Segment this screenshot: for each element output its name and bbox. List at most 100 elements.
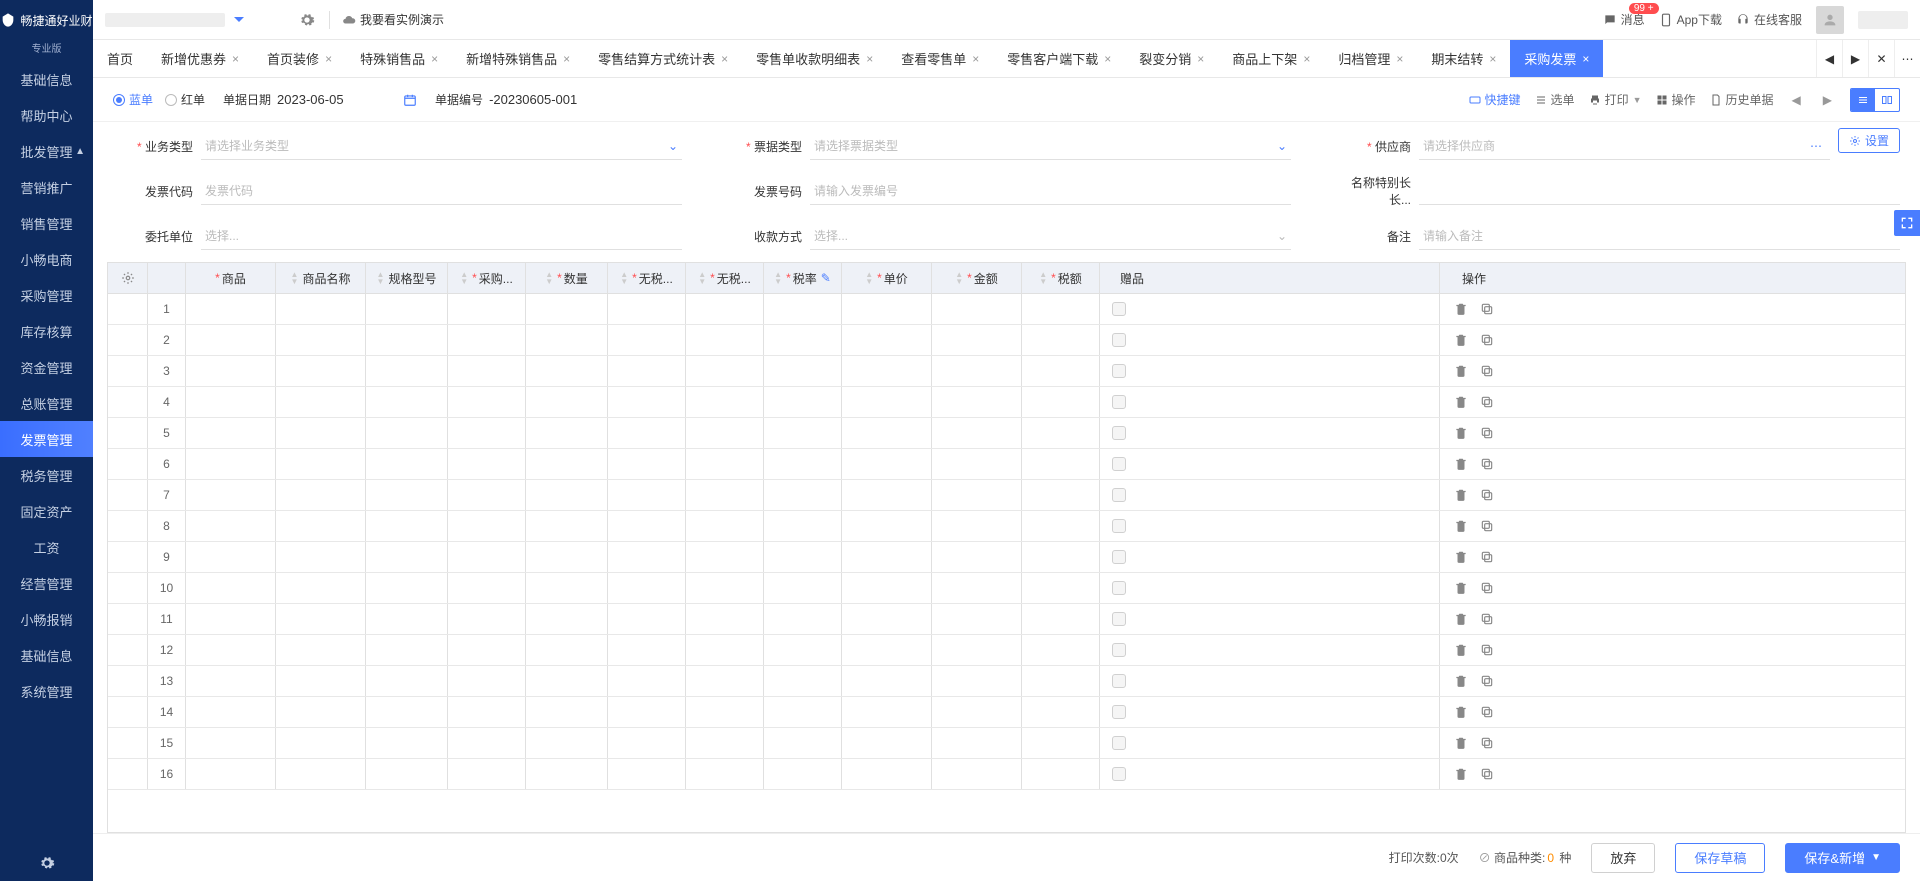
select-doc-button[interactable]: 选单: [1535, 91, 1575, 108]
gift-checkbox[interactable]: [1112, 426, 1126, 440]
doc-date-input[interactable]: [277, 92, 397, 107]
copy-row-icon[interactable]: [1480, 767, 1494, 781]
copy-row-icon[interactable]: [1480, 364, 1494, 378]
tab-close[interactable]: ×: [431, 52, 438, 66]
sidebar-settings[interactable]: [0, 845, 93, 881]
form-settings-button[interactable]: 设置: [1838, 128, 1900, 153]
inv-no-input[interactable]: [810, 177, 1291, 205]
sidebar-item[interactable]: 基础信息: [0, 61, 93, 97]
tab[interactable]: 特殊销售品×: [346, 40, 452, 77]
table-row[interactable]: 1: [108, 294, 1905, 325]
tab-close[interactable]: ×: [972, 52, 979, 66]
col-gift[interactable]: 赠品: [1100, 263, 1440, 293]
gift-checkbox[interactable]: [1112, 674, 1126, 688]
agent-select[interactable]: [201, 222, 682, 250]
gift-checkbox[interactable]: [1112, 643, 1126, 657]
ops-button[interactable]: 操作: [1656, 91, 1696, 108]
table-row[interactable]: 8: [108, 511, 1905, 542]
delete-row-icon[interactable]: [1454, 612, 1468, 626]
sidebar-item[interactable]: 营销推广: [0, 169, 93, 205]
tab[interactable]: 归档管理×: [1324, 40, 1417, 77]
gift-checkbox[interactable]: [1112, 581, 1126, 595]
copy-row-icon[interactable]: [1480, 581, 1494, 595]
print-button[interactable]: 打印 ▼: [1589, 91, 1642, 108]
col-price[interactable]: ▲▼*单价: [842, 263, 932, 293]
tab[interactable]: 首页装修×: [253, 40, 346, 77]
tab[interactable]: 新增特殊销售品×: [452, 40, 584, 77]
expand-panel-button[interactable]: [1894, 210, 1920, 236]
copy-row-icon[interactable]: [1480, 643, 1494, 657]
app-download-link[interactable]: App下载: [1659, 11, 1722, 28]
delete-row-icon[interactable]: [1454, 736, 1468, 750]
tab-close[interactable]: ×: [721, 52, 728, 66]
col-qty[interactable]: ▲▼*数量: [526, 263, 608, 293]
sidebar-item[interactable]: 采购管理: [0, 277, 93, 313]
delete-row-icon[interactable]: [1454, 488, 1468, 502]
col-config[interactable]: [108, 263, 148, 293]
tab-close[interactable]: ×: [325, 52, 332, 66]
delete-row-icon[interactable]: [1454, 302, 1468, 316]
sidebar-item[interactable]: 小畅报销: [0, 601, 93, 637]
table-row[interactable]: 5: [108, 418, 1905, 449]
remark-input[interactable]: [1419, 222, 1900, 250]
col-product[interactable]: *商品: [186, 263, 276, 293]
sidebar-item[interactable]: 发票管理: [0, 421, 93, 457]
delete-row-icon[interactable]: [1454, 364, 1468, 378]
biz-type-select[interactable]: ⌄: [201, 132, 682, 160]
table-row[interactable]: 11: [108, 604, 1905, 635]
sidebar-item[interactable]: 帮助中心: [0, 97, 93, 133]
gift-checkbox[interactable]: [1112, 550, 1126, 564]
copy-row-icon[interactable]: [1480, 550, 1494, 564]
radio-red[interactable]: 红单: [165, 91, 205, 108]
tab-close[interactable]: ×: [1489, 52, 1496, 66]
user-avatar[interactable]: [1816, 6, 1844, 34]
supplier-select[interactable]: ⋯: [1419, 132, 1830, 160]
customer-service-link[interactable]: 在线客服: [1736, 11, 1802, 28]
copy-row-icon[interactable]: [1480, 612, 1494, 626]
delete-row-icon[interactable]: [1454, 581, 1468, 595]
copy-row-icon[interactable]: [1480, 488, 1494, 502]
copy-row-icon[interactable]: [1480, 705, 1494, 719]
save-new-button[interactable]: 保存&新增▼: [1785, 843, 1900, 873]
delete-row-icon[interactable]: [1454, 767, 1468, 781]
radio-blue[interactable]: 蓝单: [113, 91, 153, 108]
copy-row-icon[interactable]: [1480, 333, 1494, 347]
copy-row-icon[interactable]: [1480, 674, 1494, 688]
save-draft-button[interactable]: 保存草稿: [1675, 843, 1765, 873]
tab[interactable]: 期末结转×: [1417, 40, 1510, 77]
delete-row-icon[interactable]: [1454, 395, 1468, 409]
copy-row-icon[interactable]: [1480, 395, 1494, 409]
shortcut-button[interactable]: 快捷键: [1469, 91, 1521, 108]
delete-row-icon[interactable]: [1454, 705, 1468, 719]
calendar-icon[interactable]: [403, 93, 417, 107]
sidebar-item[interactable]: 小畅电商: [0, 241, 93, 277]
table-row[interactable]: 15: [108, 728, 1905, 759]
tab[interactable]: 裂变分销×: [1125, 40, 1218, 77]
gift-checkbox[interactable]: [1112, 333, 1126, 347]
table-row[interactable]: 6: [108, 449, 1905, 480]
inv-type-select[interactable]: ⌄: [810, 132, 1291, 160]
table-row[interactable]: 3: [108, 356, 1905, 387]
col-amount[interactable]: ▲▼*金额: [932, 263, 1022, 293]
more-icon[interactable]: ⋯: [1806, 139, 1826, 153]
edit-icon[interactable]: ✎: [821, 271, 831, 285]
discard-button[interactable]: 放弃: [1591, 843, 1655, 873]
col-rate[interactable]: ▲▼*税率✎: [764, 263, 842, 293]
sidebar-item[interactable]: 税务管理: [0, 457, 93, 493]
demo-link[interactable]: 我要看实例演示: [342, 11, 444, 28]
col-spec[interactable]: ▲▼规格型号: [366, 263, 448, 293]
tab-close[interactable]: ×: [1303, 52, 1310, 66]
tab-close[interactable]: ×: [1582, 52, 1589, 66]
col-notax1[interactable]: ▲▼*无税...: [608, 263, 686, 293]
sidebar-item[interactable]: 系统管理: [0, 673, 93, 709]
sidebar-item[interactable]: 固定资产: [0, 493, 93, 529]
sidebar-item[interactable]: 工资: [0, 529, 93, 565]
view-list-button[interactable]: [1851, 89, 1875, 111]
gift-checkbox[interactable]: [1112, 395, 1126, 409]
gift-checkbox[interactable]: [1112, 705, 1126, 719]
delete-row-icon[interactable]: [1454, 674, 1468, 688]
tabs-close-button[interactable]: ✕: [1868, 40, 1894, 77]
col-buy[interactable]: ▲▼*采购...: [448, 263, 526, 293]
table-row[interactable]: 2: [108, 325, 1905, 356]
tab-close[interactable]: ×: [866, 52, 873, 66]
